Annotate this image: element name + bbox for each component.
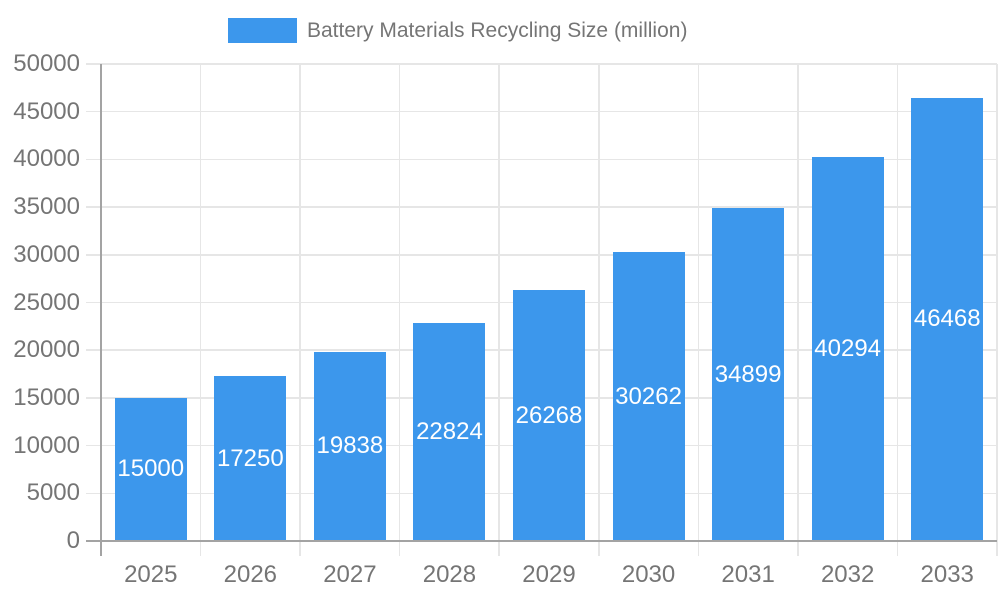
gridline-horizontal	[86, 63, 997, 65]
y-axis-label: 45000	[13, 97, 80, 125]
gridline-vertical	[896, 64, 899, 556]
bar[interactable]: 26268	[513, 290, 585, 541]
gridline-vertical	[996, 64, 998, 556]
bar-value-label: 19838	[316, 432, 384, 460]
bar-value-label: 46468	[913, 305, 981, 333]
bar[interactable]: 15000	[114, 397, 187, 541]
legend-swatch[interactable]	[228, 18, 297, 43]
y-axis-label: 20000	[13, 336, 80, 364]
bar-value-label: 30262	[615, 382, 682, 410]
legend[interactable]: Battery Materials Recycling Size (millio…	[228, 18, 687, 43]
bar-value-label: 22824	[416, 418, 483, 446]
gridline-vertical	[398, 64, 401, 556]
x-axis-label: 2029	[522, 561, 576, 588]
bar-value-label: 17250	[216, 444, 284, 472]
x-axis-label: 2026	[223, 561, 278, 588]
x-axis-label: 2033	[920, 561, 974, 588]
y-axis-label: 10000	[13, 431, 80, 459]
bar[interactable]: 34899	[712, 208, 785, 541]
y-axis-label: 35000	[13, 193, 80, 221]
bar[interactable]: 40294	[811, 156, 884, 541]
x-axis-label: 2031	[721, 561, 775, 588]
gridline-horizontal	[86, 206, 997, 208]
bar[interactable]: 30262	[612, 252, 685, 541]
bar-value-label: 34899	[714, 360, 782, 388]
gridline-vertical	[299, 64, 301, 556]
x-axis-label: 2030	[621, 561, 676, 588]
y-axis-label: 30000	[13, 240, 80, 268]
y-axis-label: 15000	[13, 383, 80, 411]
gridline-vertical	[498, 64, 500, 556]
gridline-vertical	[697, 64, 700, 556]
x-axis-label: 2028	[422, 561, 477, 588]
gridline-horizontal	[86, 254, 997, 256]
x-axis-label: 2027	[323, 561, 377, 588]
y-axis-line	[100, 64, 102, 556]
y-axis-label: 50000	[13, 50, 80, 77]
y-axis-label: 25000	[13, 288, 80, 316]
bar[interactable]: 46468	[911, 97, 984, 541]
bar-value-label: 26268	[515, 401, 583, 429]
bar-value-label: 40294	[814, 334, 882, 362]
gridline-vertical	[199, 64, 202, 556]
x-axis-label: 2032	[820, 561, 875, 588]
bar[interactable]: 17250	[214, 376, 287, 541]
gridline-vertical	[797, 64, 799, 556]
y-axis-label: 40000	[13, 145, 80, 173]
y-axis-label: 0	[66, 527, 80, 554]
bar[interactable]: 19838	[313, 351, 386, 541]
gridline-horizontal	[86, 110, 997, 113]
legend-label[interactable]: Battery Materials Recycling Size (millio…	[307, 19, 688, 42]
gridline-vertical	[598, 64, 600, 556]
bar-value-label: 15000	[117, 455, 185, 483]
gridline-horizontal	[86, 158, 997, 161]
y-axis-label: 5000	[26, 479, 80, 507]
x-axis-label: 2025	[124, 561, 178, 588]
bar[interactable]: 22824	[413, 323, 486, 541]
x-axis-line	[86, 540, 997, 542]
